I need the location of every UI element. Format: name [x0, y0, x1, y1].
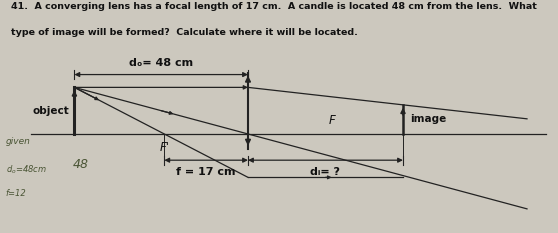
Text: dₒ= 48 cm: dₒ= 48 cm	[129, 58, 193, 68]
Text: f=12: f=12	[6, 189, 26, 198]
Text: dᵢ= ?: dᵢ= ?	[310, 167, 340, 177]
Text: F: F	[328, 114, 335, 127]
Text: F': F'	[159, 141, 169, 154]
Text: 48: 48	[73, 158, 89, 171]
Text: $d_o$=48cm: $d_o$=48cm	[6, 163, 47, 176]
Text: 41.  A converging lens has a focal length of 17 cm.  A candle is located 48 cm f: 41. A converging lens has a focal length…	[11, 2, 537, 11]
Text: object: object	[33, 106, 69, 116]
Text: given: given	[6, 137, 31, 147]
Text: f = 17 cm: f = 17 cm	[176, 167, 236, 177]
Text: image: image	[411, 114, 447, 124]
Text: type of image will be formed?  Calculate where it will be located.: type of image will be formed? Calculate …	[11, 28, 358, 37]
